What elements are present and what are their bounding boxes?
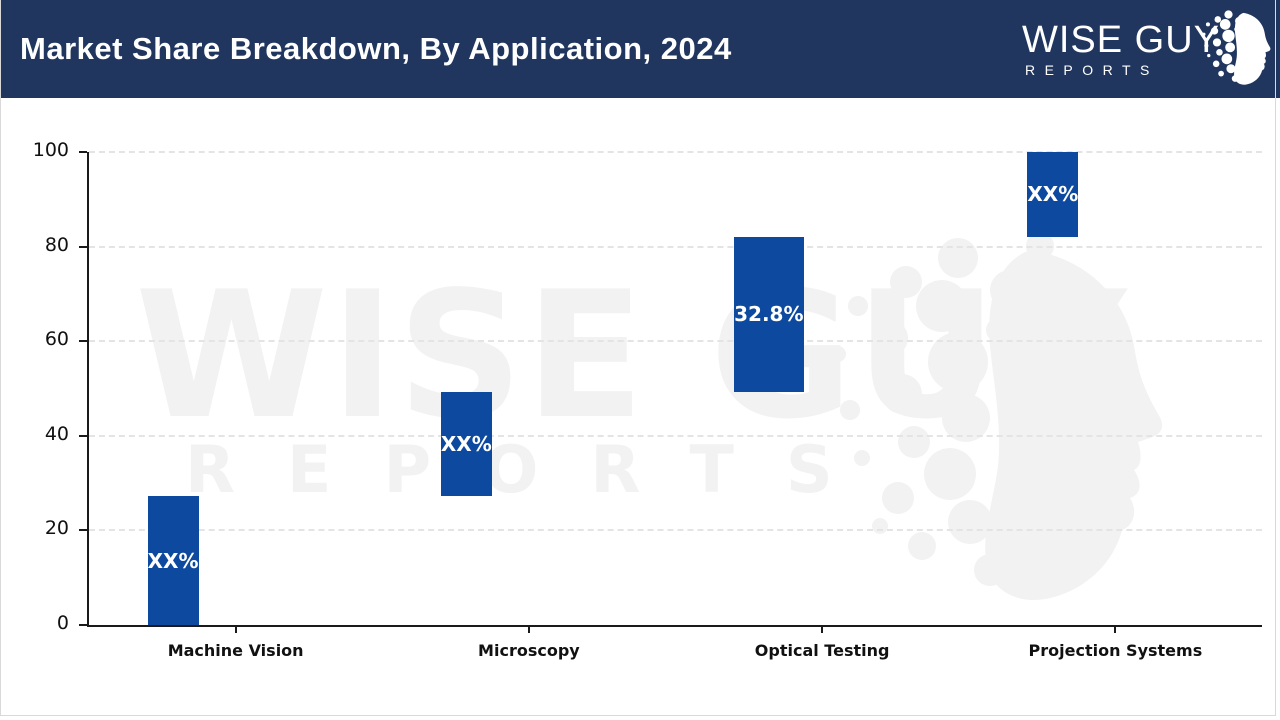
logo-head-icon <box>1202 10 1271 85</box>
x-category-label: Optical Testing <box>754 641 890 660</box>
bar-optical-testing: 32.8% <box>734 236 804 392</box>
logo-text: WISE GUY REPORTS <box>1022 21 1220 78</box>
bar-projection-systems: XX% <box>1027 152 1079 237</box>
gridline-20 <box>89 529 1262 532</box>
bar-microscopy: XX% <box>440 391 492 497</box>
logo-wordmark: WISE GUY <box>1021 18 1220 61</box>
y-tick-label: 80 <box>44 233 69 256</box>
header-bar: Market Share Breakdown, By Application, … <box>0 0 1280 98</box>
x-category-label: Machine Vision <box>167 641 304 660</box>
x-tick-0 <box>234 625 237 633</box>
y-tick-0 <box>79 624 87 626</box>
x-tick-1 <box>527 625 530 633</box>
x-category-label: Projection Systems <box>1028 641 1203 660</box>
plot-area: 0 20 40 60 80 100 XX% Machine Vision XX% Microsco… <box>33 139 1262 660</box>
bar-value-label: XX% <box>147 548 199 573</box>
y-tick-40 <box>79 434 87 437</box>
y-tick-60 <box>79 340 87 343</box>
chart-title: Market Share Breakdown, By Application, … <box>20 31 732 66</box>
gridline-100 <box>89 151 1262 153</box>
bar-value-label: XX% <box>440 432 492 457</box>
y-tick-20 <box>79 529 87 532</box>
y-tick-label: 100 <box>32 139 69 161</box>
y-tick-label: 40 <box>44 422 69 445</box>
x-tick-2 <box>821 625 824 633</box>
bar-value-label: 32.8% <box>734 302 804 327</box>
y-tick-80 <box>79 245 87 248</box>
bar-machine-vision: XX% <box>147 496 199 625</box>
y-tick-label: 20 <box>44 517 69 540</box>
watermark-line2: REPORTS <box>185 433 885 508</box>
watermark: WISE GUY REPORTS <box>0 98 1280 714</box>
logo-subtitle: REPORTS <box>1024 61 1159 78</box>
x-tick-3 <box>1114 625 1117 633</box>
gridline-60 <box>89 340 1262 343</box>
y-tick-label: 60 <box>44 328 69 351</box>
watermark-head-icon <box>830 232 1163 601</box>
x-category-label: Microscopy <box>478 641 580 660</box>
bar-value-label: XX% <box>1027 182 1079 207</box>
y-tick-100 <box>79 151 87 153</box>
x-axis-line <box>87 625 1262 627</box>
y-axis-line <box>87 152 89 627</box>
gridline-80 <box>89 245 1262 248</box>
gridline-40 <box>89 434 1262 437</box>
logo: WISE GUY REPORTS <box>1022 4 1272 94</box>
y-tick-label: 0 <box>56 612 69 634</box>
